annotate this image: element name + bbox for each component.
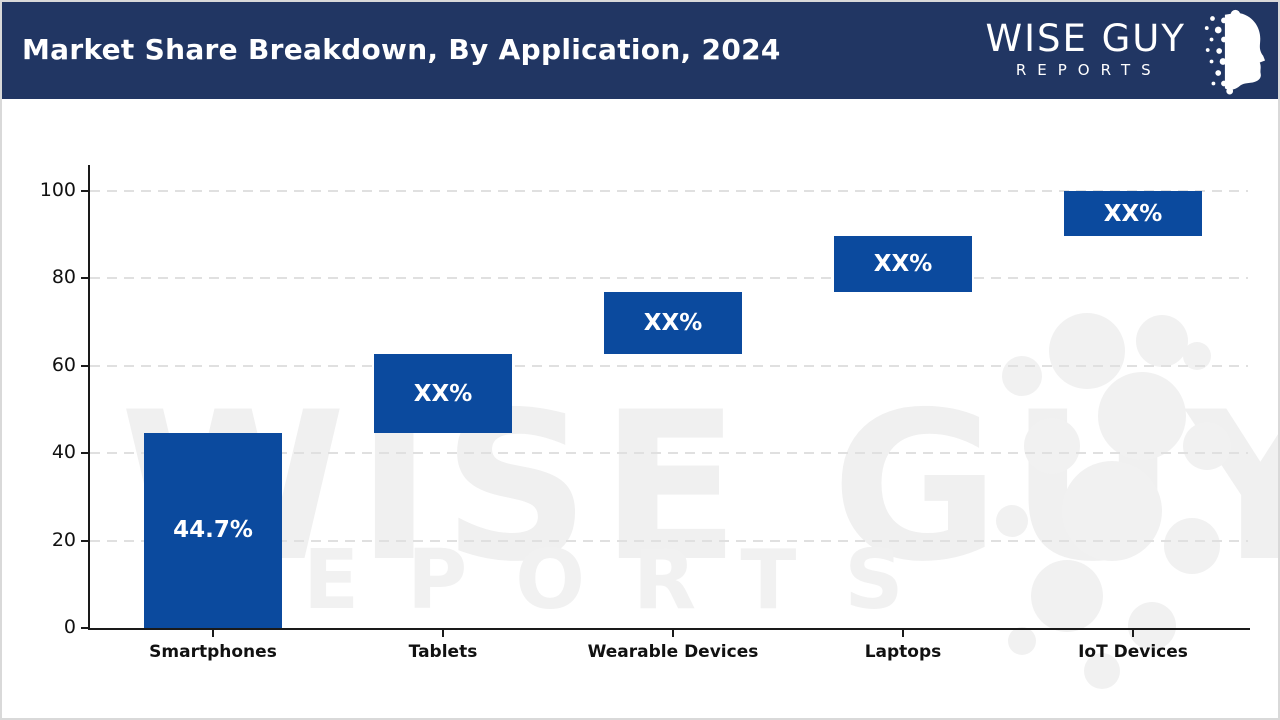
gridline-80: [90, 277, 1248, 280]
y-axis-tick-label: 20: [51, 528, 76, 551]
y-axis-tick-label: 80: [51, 266, 76, 289]
header-bar: Market Share Breakdown, By Application, …: [2, 2, 1278, 99]
y-axis-tick-label: 100: [39, 179, 76, 201]
logo-wordmark: WISE GUY REPORTS: [985, 17, 1186, 80]
gridline-100: [90, 190, 1248, 192]
logo-wordmark-bottom: REPORTS: [1015, 61, 1162, 79]
wise-guy-logo: WISE GUY REPORTS: [985, 2, 1266, 99]
y-axis-line: [88, 165, 90, 629]
bar-value-label: XX%: [643, 310, 703, 337]
watermark-text-line2: REPORTS: [192, 533, 952, 628]
x-axis-line: [88, 628, 1250, 630]
x-axis-tick: [902, 630, 904, 637]
bar-laptops: XX%: [834, 236, 972, 293]
bar-value-label: XX%: [873, 251, 933, 278]
x-axis-tick-label-wearable-devices: Wearable Devices: [587, 642, 759, 662]
x-axis-tick: [442, 630, 444, 637]
y-axis-tick: [81, 627, 89, 629]
x-axis-tick: [1132, 630, 1134, 637]
x-axis-tick-label-iot-devices: IoT Devices: [1078, 642, 1188, 662]
waterfall-chart: WISE GUY REPORTS 0 20 40 60 80 100 Smartphones…: [2, 101, 1278, 718]
bar-value-label: XX%: [413, 380, 473, 407]
bar-smartphones: 44.7%: [144, 432, 282, 628]
chart-title: Market Share Breakdown, By Application, …: [22, 33, 781, 66]
y-axis-tick: [81, 190, 89, 192]
bar-value-label: 44.7%: [173, 517, 253, 544]
logo-wordmark-top: WISE GUY: [985, 17, 1186, 60]
gridline-40: [90, 452, 1248, 455]
y-axis-tick: [81, 452, 89, 455]
y-axis-tick: [81, 364, 89, 367]
bar-wearable-devices: XX%: [604, 292, 742, 355]
bar-iot-devices: XX%: [1064, 191, 1202, 237]
x-axis-tick: [212, 630, 214, 637]
y-axis-tick-label: 40: [51, 441, 76, 464]
watermark-head-icon: [996, 313, 1231, 689]
gridline-60: [90, 364, 1248, 367]
x-axis-tick: [672, 630, 674, 637]
bar-tablets: XX%: [374, 354, 512, 433]
y-axis-tick-label: 0: [63, 616, 76, 638]
y-axis-tick: [81, 539, 89, 542]
x-axis-tick-label-tablets: Tablets: [408, 642, 478, 662]
y-axis-tick: [81, 277, 89, 280]
gridline-20: [90, 539, 1248, 542]
x-axis-tick-label-smartphones: Smartphones: [149, 642, 277, 662]
y-axis-tick-label: 60: [51, 353, 76, 376]
x-axis-tick-label-laptops: Laptops: [864, 642, 942, 662]
bar-value-label: XX%: [1103, 200, 1163, 227]
logo-head-icon: [1204, 9, 1266, 94]
